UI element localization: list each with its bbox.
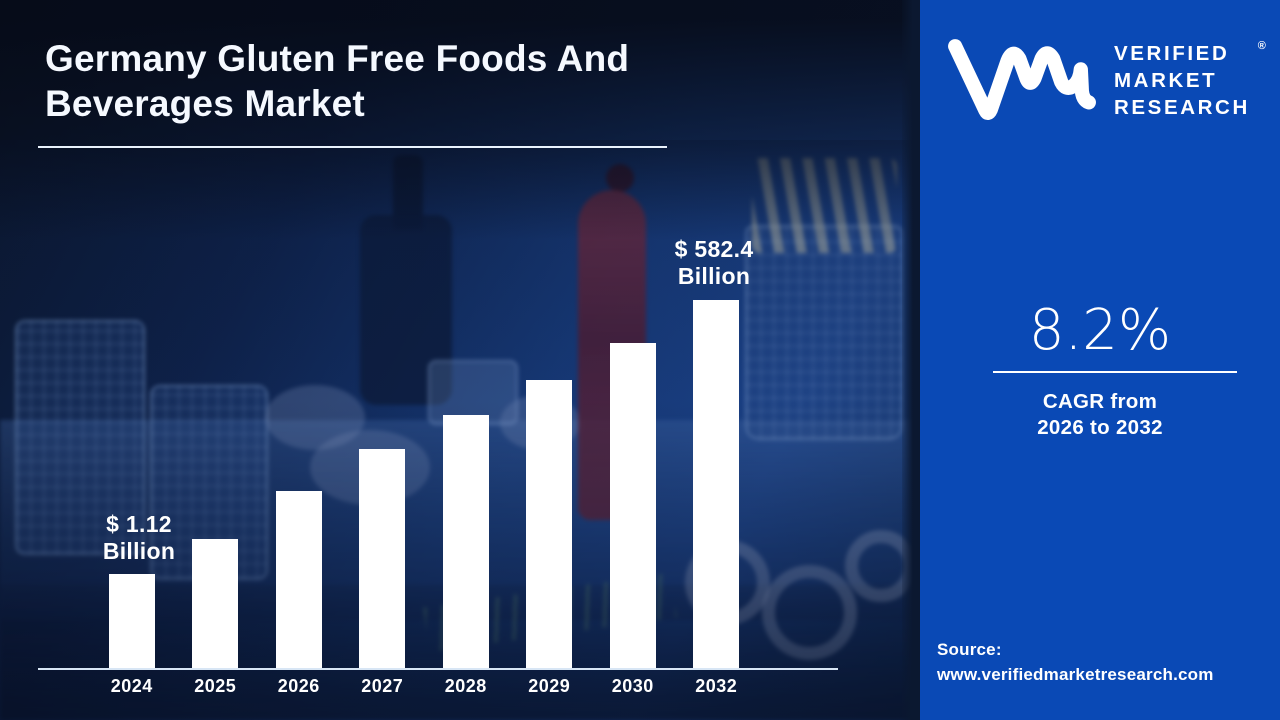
logo-block: ® VERIFIED MARKET RESEARCH: [942, 32, 1266, 130]
section-divider: [902, 0, 920, 720]
x-axis-label-2027: 2027: [361, 676, 404, 696]
source-label: Source:: [937, 640, 1002, 659]
bar-series: [90, 288, 758, 668]
title-underline: [38, 146, 667, 148]
x-axis-label-2024: 2024: [110, 676, 153, 696]
page-title-line1: Germany Gluten Free Foods And: [45, 38, 630, 79]
infographic-left-section: Germany Gluten Free Foods And Beverages …: [0, 0, 920, 720]
top-vignette: [0, 0, 920, 240]
page-title-line2: Beverages Market: [45, 83, 365, 124]
start-value-line1: $ 1.12: [106, 511, 172, 537]
x-axis-line: [38, 668, 838, 670]
bar-slot: [257, 288, 341, 668]
bar-2027: [359, 449, 406, 668]
start-value-line2: Billion: [102, 538, 176, 564]
cagr-value: 8.2%: [1028, 298, 1172, 363]
start-value-annotation: $ 1.12 Billion: [84, 511, 194, 565]
page-title: Germany Gluten Free Foods And Beverages …: [45, 36, 725, 126]
x-axis-label-2028: 2028: [444, 676, 487, 696]
x-axis-label-2032: 2032: [695, 676, 738, 696]
brand-panel: ® VERIFIED MARKET RESEARCH 8.2% CAGR fro…: [920, 0, 1280, 720]
bar-slot: [341, 288, 425, 668]
brand-line-market: MARKET: [1114, 69, 1218, 92]
vmr-logo-icon: [948, 39, 1096, 120]
bar-2028: [442, 415, 489, 668]
bar-2024: [108, 574, 155, 668]
bar-slot: [424, 288, 508, 668]
brand-line-research: RESEARCH: [1114, 96, 1250, 119]
x-axis-label-2025: 2025: [194, 676, 237, 696]
cagr-caption-line2: 2026 to 2032: [1037, 416, 1163, 439]
x-axis-label-2026: 2026: [277, 676, 320, 696]
end-value-annotation: $ 582.4 Billion: [662, 236, 766, 290]
brand-line-verified: VERIFIED: [1114, 42, 1230, 65]
source-block: Source: www.verifiedmarketresearch.com: [937, 637, 1214, 687]
bar-slot: [90, 288, 174, 668]
bar-slot: [591, 288, 675, 668]
x-axis-label-2029: 2029: [528, 676, 571, 696]
source-url-link[interactable]: www.verifiedmarketresearch.com: [937, 665, 1214, 684]
cagr-caption-line1: CAGR from: [1042, 390, 1158, 413]
registered-trademark: ®: [1257, 40, 1266, 52]
bar-slot: [508, 288, 592, 668]
cagr-caption: CAGR from 2026 to 2032: [920, 389, 1280, 441]
bar-2029: [526, 380, 573, 668]
bar-slot: [174, 288, 258, 668]
x-axis-label-2030: 2030: [611, 676, 654, 696]
bar-2025: [192, 539, 239, 668]
bar-2032: [693, 300, 740, 668]
brand-name: ® VERIFIED MARKET RESEARCH: [1114, 40, 1266, 121]
bar-2030: [609, 343, 656, 668]
cagr-divider: [993, 371, 1237, 373]
bar-2026: [275, 491, 322, 668]
end-value-line1: $ 582.4: [674, 236, 754, 262]
x-axis-labels: 2024 2025 2026 2027 2028 2029 2030 2032: [90, 676, 758, 697]
bar-slot: [675, 288, 759, 668]
end-value-line2: Billion: [677, 263, 751, 289]
